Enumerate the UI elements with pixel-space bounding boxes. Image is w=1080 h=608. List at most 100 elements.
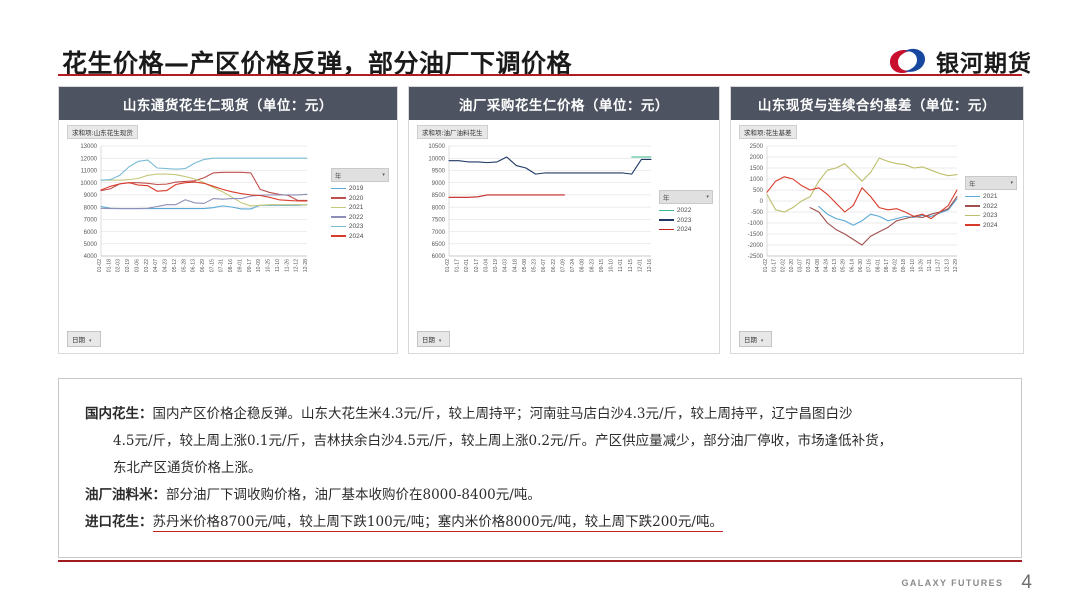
svg-text:12-16: 12-16 xyxy=(647,259,653,272)
legend-label: 2022 xyxy=(676,207,692,214)
legend-item[interactable]: 2021 xyxy=(330,204,389,211)
commentary-body: 部分油厂下调收购价格，油厂基本收购价在8000-8400元/吨。 xyxy=(166,487,541,503)
svg-text:06-22: 06-22 xyxy=(551,259,557,272)
svg-text:04-08: 04-08 xyxy=(815,259,821,272)
legend-item[interactable]: 2022 xyxy=(658,207,713,214)
svg-text:9000: 9000 xyxy=(84,193,98,199)
svg-text:6500: 6500 xyxy=(431,242,445,248)
legend-color-swatch xyxy=(330,187,346,190)
commentary-lead: 进口花生： xyxy=(85,514,153,530)
svg-text:7000: 7000 xyxy=(431,230,445,236)
legend-filter-year[interactable]: 年 ▾ xyxy=(330,168,389,182)
chart-svg-3: -2500 -2000 -1500 -1000 -500 0 500 1000 1500 2000… xyxy=(733,138,961,298)
svg-text:10-10: 10-10 xyxy=(608,259,614,272)
svg-text:05-28: 05-28 xyxy=(181,259,187,272)
legend-item[interactable]: 2020 xyxy=(330,194,389,202)
svg-text:12-13: 12-13 xyxy=(944,259,950,272)
page-title: 花生价格—产区价格反弹，部分油厂下调价格 xyxy=(62,49,573,78)
legend-item[interactable]: 2023 xyxy=(965,212,1017,219)
svg-text:07-16: 07-16 xyxy=(866,259,872,272)
legend-color-swatch xyxy=(658,228,674,231)
svg-text:500: 500 xyxy=(753,188,764,194)
legend-color-swatch xyxy=(330,206,346,209)
svg-text:05-23: 05-23 xyxy=(531,259,537,272)
legend-item[interactable]: 2022 xyxy=(965,203,1017,210)
legend-label: 2024 xyxy=(983,221,998,229)
svg-text:10-09: 10-09 xyxy=(256,259,262,272)
svg-text:02-19: 02-19 xyxy=(125,259,131,272)
legend-color-swatch xyxy=(330,197,346,199)
svg-text:09-15: 09-15 xyxy=(599,259,605,272)
legend-item[interactable]: 2023 xyxy=(330,223,389,230)
svg-text:07-15: 07-15 xyxy=(209,259,215,272)
date-filter-label: 日期 xyxy=(743,336,757,344)
commentary-line: 东北产区通货价格上涨。 xyxy=(85,455,995,482)
svg-text:11-11: 11-11 xyxy=(927,259,933,272)
date-filter-button-2[interactable]: 日期 ▾ xyxy=(416,331,451,347)
title-divider xyxy=(58,74,1022,76)
svg-text:7500: 7500 xyxy=(431,218,445,224)
legend-label: 2022 xyxy=(348,213,364,221)
charts-row: 山东通货花生仁现货（单位：元） 求和项:山东花生现货 4000 5000 6000 7… xyxy=(58,86,1024,354)
legend-item[interactable]: 2024 xyxy=(330,233,389,240)
legend-label: 2021 xyxy=(983,193,998,200)
legend-filter-year[interactable]: 年 ▾ xyxy=(965,176,1017,190)
legend-item[interactable]: 2024 xyxy=(658,226,713,233)
svg-text:11-01: 11-01 xyxy=(618,259,624,272)
legend-item[interactable]: 2019 xyxy=(330,185,389,192)
legend-header-label: 年 xyxy=(662,194,670,202)
svg-text:12-28: 12-28 xyxy=(303,259,309,272)
legend-item[interactable]: 2024 xyxy=(965,222,1017,229)
chevron-down-icon: ▾ xyxy=(1010,180,1013,186)
svg-text:05-13: 05-13 xyxy=(832,259,838,272)
chart-plot-area-3: 求和项:花生基差 -2500 -2000 -1500 -1000 -500 0 500 100… xyxy=(730,120,1023,353)
svg-text:11000: 11000 xyxy=(81,169,98,175)
legend-color-swatch xyxy=(658,219,674,221)
chart-legend-1[interactable]: 年 ▾ 2019 2020 2021 2022 2023 2024 xyxy=(330,168,389,242)
svg-text:13000: 13000 xyxy=(80,144,97,150)
svg-text:01-02: 01-02 xyxy=(97,259,103,272)
svg-text:03-23: 03-23 xyxy=(806,259,812,272)
svg-text:01-18: 01-18 xyxy=(106,259,112,272)
legend-filter-year[interactable]: 年 ▾ xyxy=(658,190,713,204)
svg-text:08-23: 08-23 xyxy=(589,259,595,272)
logo-text: 银河期货 xyxy=(936,51,1032,77)
date-filter-button-1[interactable]: 日期 ▾ xyxy=(67,331,101,347)
footer-divider xyxy=(58,560,1022,562)
svg-text:08-17: 08-17 xyxy=(884,259,890,272)
chart-plot-area-1: 求和项:山东花生现货 4000 5000 6000 7000 8000 9000 10000… xyxy=(59,120,397,353)
legend-color-swatch xyxy=(330,225,346,228)
legend-label: 2022 xyxy=(983,202,998,210)
chart-card-title: 山东现货与连续合约基差（单位：元） xyxy=(730,87,1023,120)
legend-color-swatch xyxy=(965,214,980,217)
pivot-field-label: 求和项:山东花生现货 xyxy=(67,125,138,139)
commentary-line: 国内花生：国内产区价格企稳反弹。山东大花生米4.3元/斤，较上周持平；河南驻马店… xyxy=(85,401,995,428)
svg-text:06-30: 06-30 xyxy=(858,259,864,272)
legend-item[interactable]: 2023 xyxy=(658,217,713,224)
date-filter-button-3[interactable]: 日期 ▾ xyxy=(738,331,773,347)
legend-label: 2020 xyxy=(348,194,364,202)
galaxy-logo-icon xyxy=(888,46,928,76)
legend-label: 2021 xyxy=(348,204,364,211)
svg-text:09-01: 09-01 xyxy=(238,259,244,272)
chart-legend-2[interactable]: 年 ▾ 2022 2023 2024 xyxy=(658,190,713,236)
chevron-down-icon: ▾ xyxy=(89,338,92,344)
commentary-body: 苏丹米价格8700元/吨，较上周下跌100元/吨；塞内米价格8000元/吨，较上… xyxy=(152,514,723,532)
slide-footer: GALAXY FUTURES 4 xyxy=(901,572,1032,594)
svg-text:6000: 6000 xyxy=(84,230,98,236)
svg-text:08-16: 08-16 xyxy=(228,259,234,272)
legend-item[interactable]: 2022 xyxy=(330,213,389,221)
legend-label: 2023 xyxy=(983,212,998,219)
chart-card-title: 油厂采购花生仁价格（单位：元） xyxy=(408,87,719,120)
svg-text:10000: 10000 xyxy=(80,181,97,187)
legend-item[interactable]: 2021 xyxy=(965,193,1017,200)
legend-header-label: 年 xyxy=(969,180,976,188)
svg-text:12000: 12000 xyxy=(80,156,97,162)
svg-text:12-29: 12-29 xyxy=(953,259,959,272)
chart-legend-3[interactable]: 年 ▾ 2021 2022 2023 2024 xyxy=(965,176,1017,231)
svg-text:02-20: 02-20 xyxy=(789,259,795,272)
svg-text:11-10: 11-10 xyxy=(275,259,281,272)
svg-text:05-12: 05-12 xyxy=(172,259,178,272)
svg-text:10000: 10000 xyxy=(428,156,445,162)
svg-text:11-27: 11-27 xyxy=(936,259,942,272)
